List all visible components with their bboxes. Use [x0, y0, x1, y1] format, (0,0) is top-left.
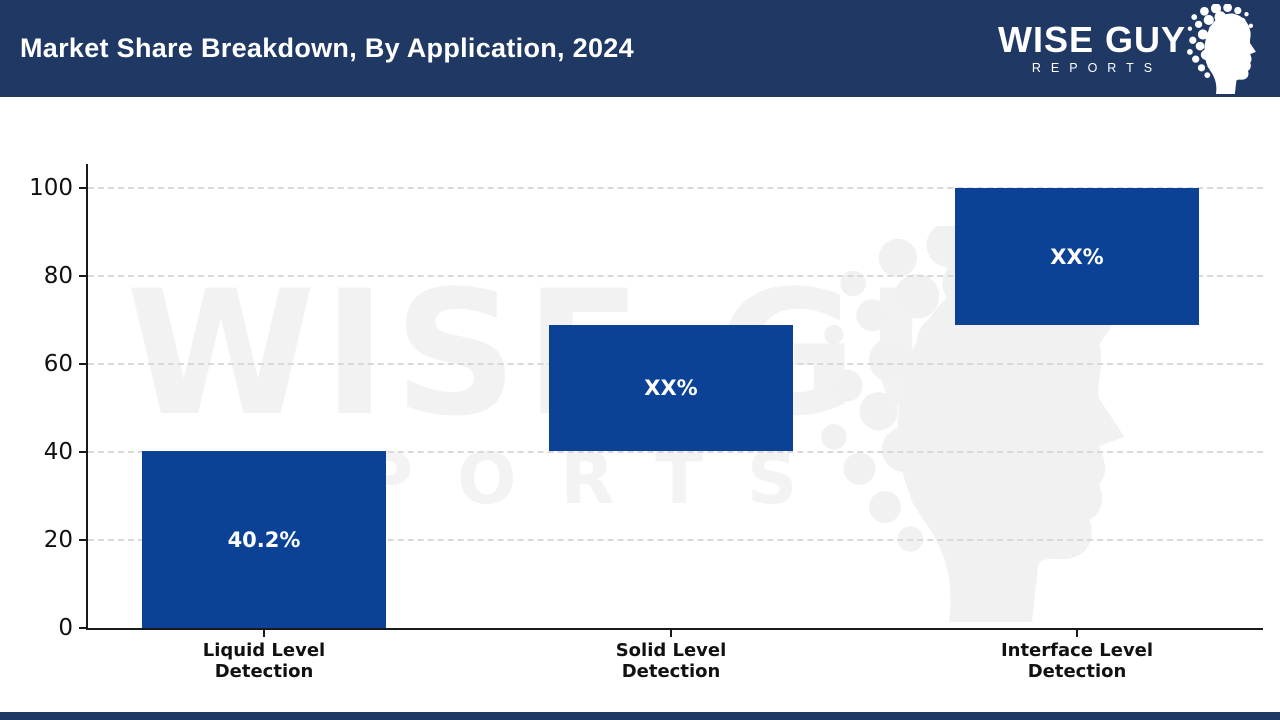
x-category-label-2: Solid Level Detection	[615, 640, 727, 682]
y-tick-label-0: 0	[58, 615, 73, 641]
x-category-label-1: Liquid Level Detection	[202, 640, 326, 682]
y-tickmark-20	[79, 539, 86, 541]
gridline-20	[88, 539, 1263, 541]
x-axis-spine	[86, 628, 1263, 630]
y-tickmark-0	[79, 627, 86, 629]
bar-value-label-1: 40.2%	[227, 527, 301, 552]
footer-bar	[0, 712, 1280, 720]
bar-segment-1	[142, 451, 386, 628]
y-tickmark-60	[79, 363, 86, 365]
y-tick-label-40: 40	[43, 439, 73, 465]
y-tick-label-80: 80	[43, 263, 73, 289]
y-tick-label-100: 100	[29, 175, 73, 201]
bar-value-label-3: XX%	[1050, 244, 1104, 269]
gridline-80	[88, 275, 1263, 277]
gridline-100	[88, 187, 1263, 189]
logo-wordmark: WISE GUY	[997, 19, 1186, 61]
y-tick-label-20: 20	[43, 527, 73, 553]
y-tickmark-100	[79, 187, 86, 189]
y-tick-label-60: 60	[43, 351, 73, 377]
y-axis-spine	[86, 164, 88, 630]
logo-subtext: REPORTS	[1031, 61, 1163, 76]
y-tickmark-80	[79, 275, 86, 277]
chart-title: Market Share Breakdown, By Application, …	[20, 33, 634, 63]
wiseguy-logo: WISE GUY REPORTS	[997, 2, 1266, 94]
x-tickmark-1	[263, 630, 265, 637]
bar-value-label-2: XX%	[644, 376, 698, 401]
x-category-label-3: Interface Level Detection	[1000, 640, 1154, 682]
watermark-face-icon	[768, 222, 1200, 622]
x-tickmark-2	[670, 630, 672, 637]
title-bar: Market Share Breakdown, By Application, …	[0, 0, 1280, 97]
gridline-40	[88, 451, 1263, 453]
x-tickmark-3	[1076, 630, 1078, 637]
bar-segment-3	[955, 188, 1199, 326]
logo-face-icon	[1182, 2, 1266, 94]
bar-segment-2	[549, 325, 793, 452]
y-tickmark-40	[79, 451, 86, 453]
